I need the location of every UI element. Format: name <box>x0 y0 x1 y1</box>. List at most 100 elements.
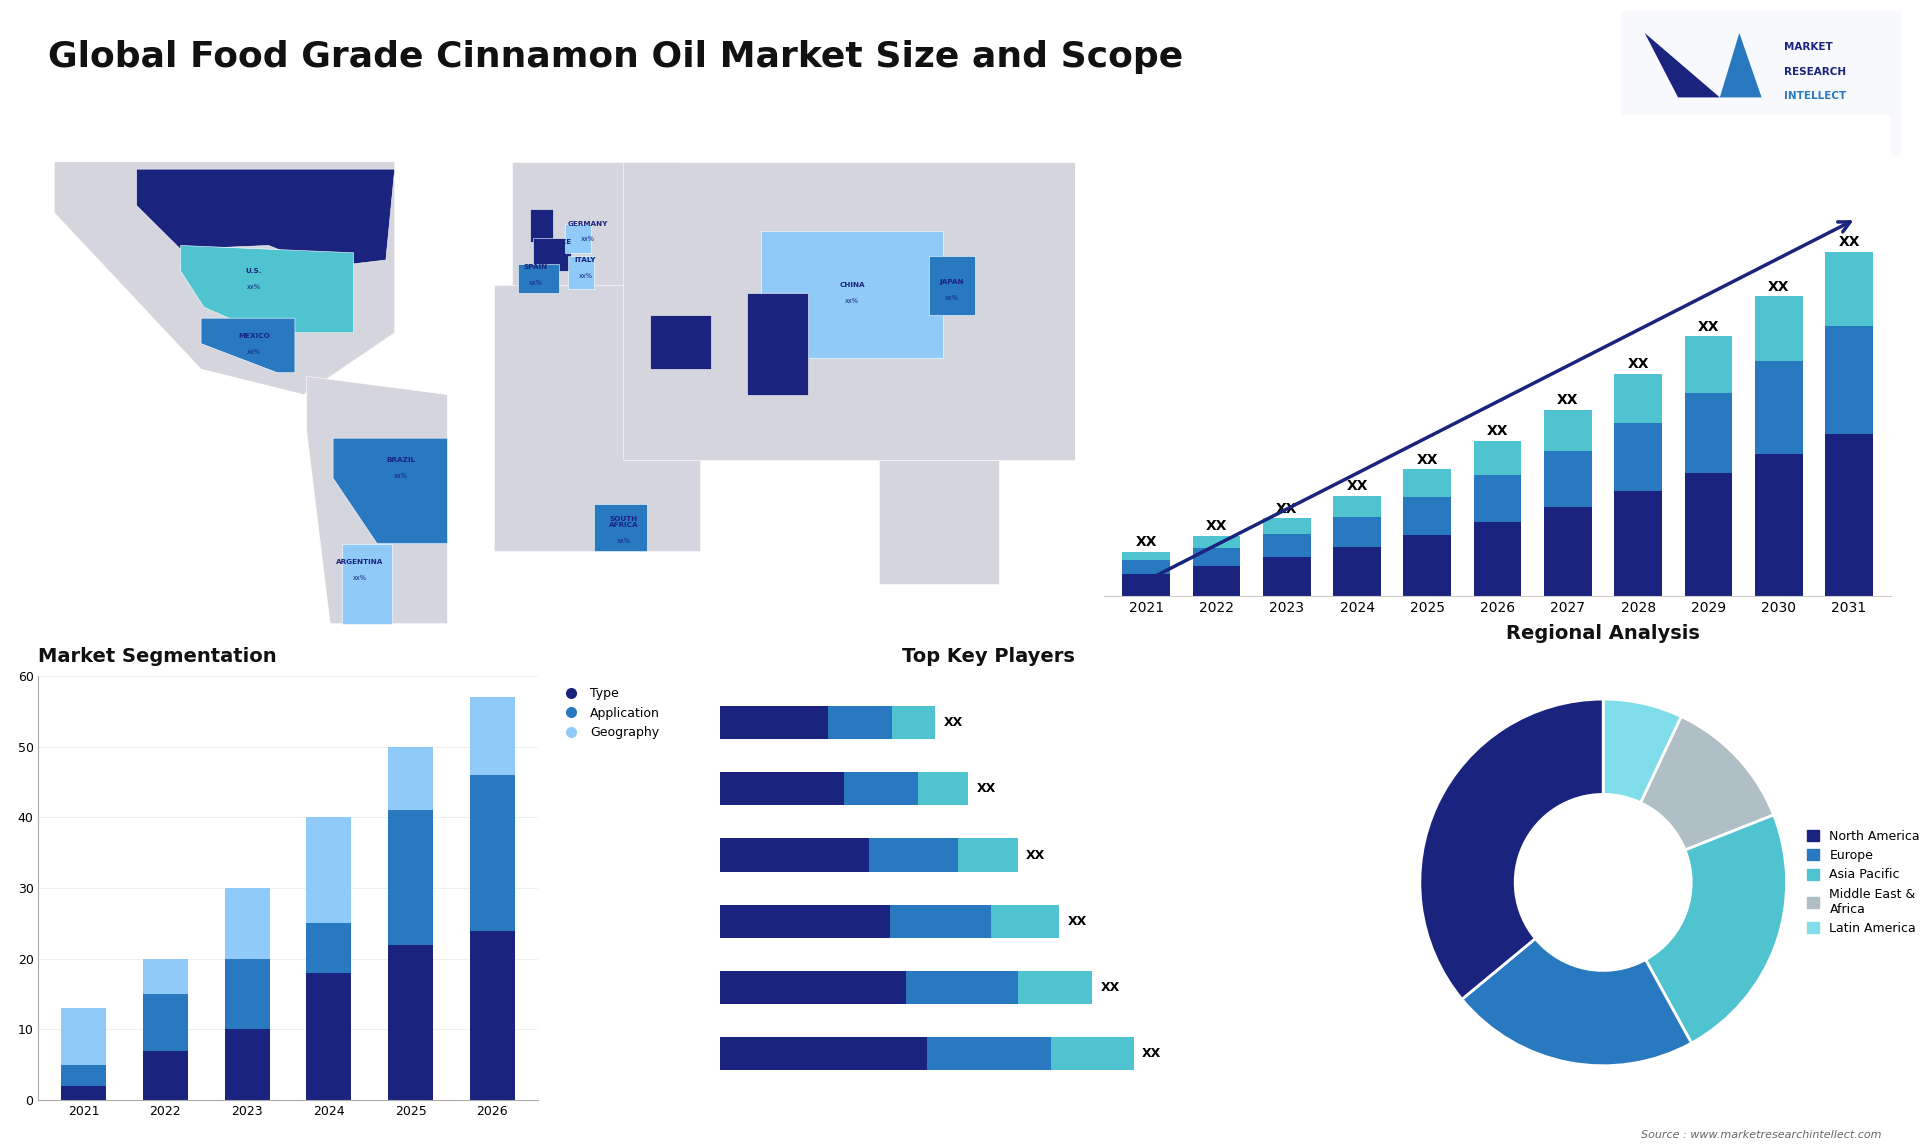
Bar <box>1615 490 1663 596</box>
Text: xx%: xx% <box>549 254 563 260</box>
Wedge shape <box>1642 716 1774 850</box>
Bar <box>1123 560 1169 574</box>
Text: INDIA: INDIA <box>768 333 791 339</box>
Text: xx%: xx% <box>845 298 860 304</box>
Polygon shape <box>649 314 712 369</box>
Bar <box>225 1029 269 1100</box>
Text: XX: XX <box>1697 320 1718 333</box>
Bar <box>142 959 188 994</box>
Polygon shape <box>332 438 447 543</box>
Text: xx%: xx% <box>394 472 407 479</box>
Text: ITALY: ITALY <box>574 257 595 262</box>
Text: XX: XX <box>1135 535 1158 549</box>
Bar <box>225 888 269 959</box>
Bar <box>1192 548 1240 566</box>
Text: XX: XX <box>1277 502 1298 516</box>
Text: SOUTH
AFRICA: SOUTH AFRICA <box>609 516 637 528</box>
Bar <box>720 1037 927 1070</box>
Polygon shape <box>54 162 396 394</box>
Polygon shape <box>180 245 353 332</box>
Bar <box>1475 441 1521 476</box>
Bar <box>906 971 1018 1004</box>
Bar <box>1332 517 1380 547</box>
Bar <box>1826 327 1872 434</box>
Polygon shape <box>624 162 1075 460</box>
Bar <box>1263 557 1311 596</box>
Polygon shape <box>307 376 447 623</box>
Text: xx%: xx% <box>353 574 367 581</box>
Text: XX: XX <box>1557 393 1578 407</box>
Polygon shape <box>532 238 570 270</box>
Text: XX: XX <box>1068 915 1087 928</box>
Text: GERMANY: GERMANY <box>568 220 609 227</box>
Bar <box>61 1008 106 1065</box>
Bar <box>1123 551 1169 560</box>
Bar <box>1544 450 1592 508</box>
Bar <box>1263 518 1311 534</box>
Text: XX: XX <box>1142 1047 1162 1060</box>
Polygon shape <box>1720 33 1763 97</box>
Bar <box>889 904 991 937</box>
Bar <box>1544 508 1592 596</box>
Bar <box>470 775 515 931</box>
Text: INTELLECT: INTELLECT <box>1784 91 1847 101</box>
Bar <box>1475 476 1521 521</box>
Text: U.K.: U.K. <box>530 213 547 219</box>
Text: XX: XX <box>1628 358 1649 371</box>
Polygon shape <box>747 292 808 394</box>
Text: xx%: xx% <box>248 284 261 290</box>
Bar <box>307 924 351 973</box>
Polygon shape <box>593 503 647 551</box>
Bar <box>1332 547 1380 596</box>
Text: XX: XX <box>1346 479 1367 494</box>
Text: xx%: xx% <box>578 273 593 278</box>
Wedge shape <box>1461 939 1692 1066</box>
Bar <box>845 772 918 806</box>
Text: xx%: xx% <box>945 295 958 300</box>
Text: XX: XX <box>1768 280 1789 293</box>
Text: XX: XX <box>943 716 962 729</box>
Bar <box>1615 423 1663 490</box>
Text: MARKET: MARKET <box>1784 42 1832 53</box>
Bar <box>1684 393 1732 473</box>
Text: ARGENTINA: ARGENTINA <box>336 559 384 565</box>
Text: xx%: xx% <box>616 539 630 544</box>
Bar <box>307 817 351 924</box>
Text: U.S.: U.S. <box>246 268 263 274</box>
Polygon shape <box>513 162 680 297</box>
Wedge shape <box>1645 815 1786 1043</box>
Text: XX: XX <box>977 783 996 795</box>
Bar <box>225 959 269 1029</box>
Polygon shape <box>568 257 593 289</box>
Bar <box>828 706 893 739</box>
Text: xx%: xx% <box>772 350 785 355</box>
Bar <box>927 1037 1050 1070</box>
Bar <box>870 839 958 872</box>
Bar <box>1192 536 1240 548</box>
Text: XX: XX <box>1100 981 1119 994</box>
Polygon shape <box>762 231 943 359</box>
Bar <box>142 1051 188 1100</box>
Bar <box>720 904 889 937</box>
Bar <box>142 994 188 1051</box>
Text: Source : www.marketresearchintellect.com: Source : www.marketresearchintellect.com <box>1642 1130 1882 1140</box>
Text: xx%: xx% <box>248 207 261 213</box>
Bar <box>1332 496 1380 517</box>
Text: RESEARCH: RESEARCH <box>1784 66 1845 77</box>
Bar <box>388 810 434 944</box>
Polygon shape <box>929 257 975 314</box>
Wedge shape <box>1603 699 1682 803</box>
Text: MEXICO: MEXICO <box>238 333 269 339</box>
Bar <box>61 1065 106 1086</box>
FancyBboxPatch shape <box>1620 10 1903 156</box>
Bar <box>1123 574 1169 596</box>
Wedge shape <box>1421 699 1603 999</box>
Bar <box>1615 374 1663 423</box>
Bar <box>1263 534 1311 557</box>
Text: Global Food Grade Cinnamon Oil Market Size and Scope: Global Food Grade Cinnamon Oil Market Si… <box>48 40 1183 74</box>
Bar <box>918 772 968 806</box>
Bar <box>720 772 845 806</box>
Bar <box>1544 409 1592 450</box>
Bar <box>1475 521 1521 596</box>
Title: Regional Analysis: Regional Analysis <box>1507 625 1699 643</box>
